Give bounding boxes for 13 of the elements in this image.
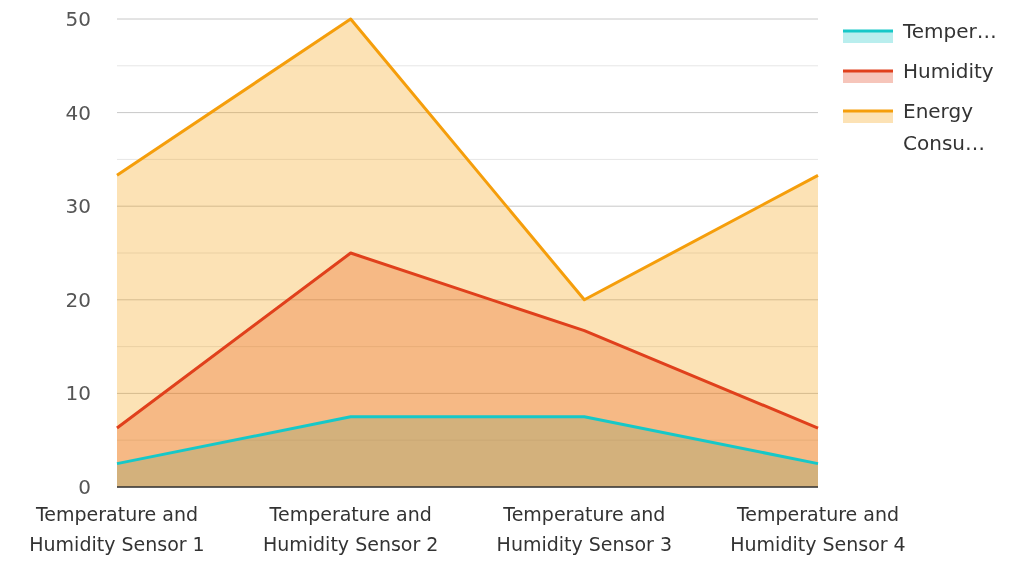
legend-label: Humidity — [903, 59, 994, 83]
legend-label: Energy Consu… — [903, 99, 985, 155]
y-tick-label: 10 — [65, 381, 91, 406]
y-tick-label: 50 — [65, 6, 91, 31]
x-tick-label: Temperature and Humidity Sensor 2 — [262, 503, 439, 555]
x-tick-label: Temperature and Humidity Sensor 3 — [496, 503, 673, 555]
y-tick-label: 0 — [78, 474, 91, 499]
y-tick-label: 30 — [65, 194, 91, 219]
y-tick-label: 40 — [65, 100, 91, 125]
legend-label: Temper… — [902, 19, 997, 43]
x-tick-label: Temperature and Humidity Sensor 1 — [29, 503, 205, 555]
y-tick-label: 20 — [65, 287, 91, 312]
x-tick-label: Temperature and Humidity Sensor 4 — [730, 503, 906, 555]
